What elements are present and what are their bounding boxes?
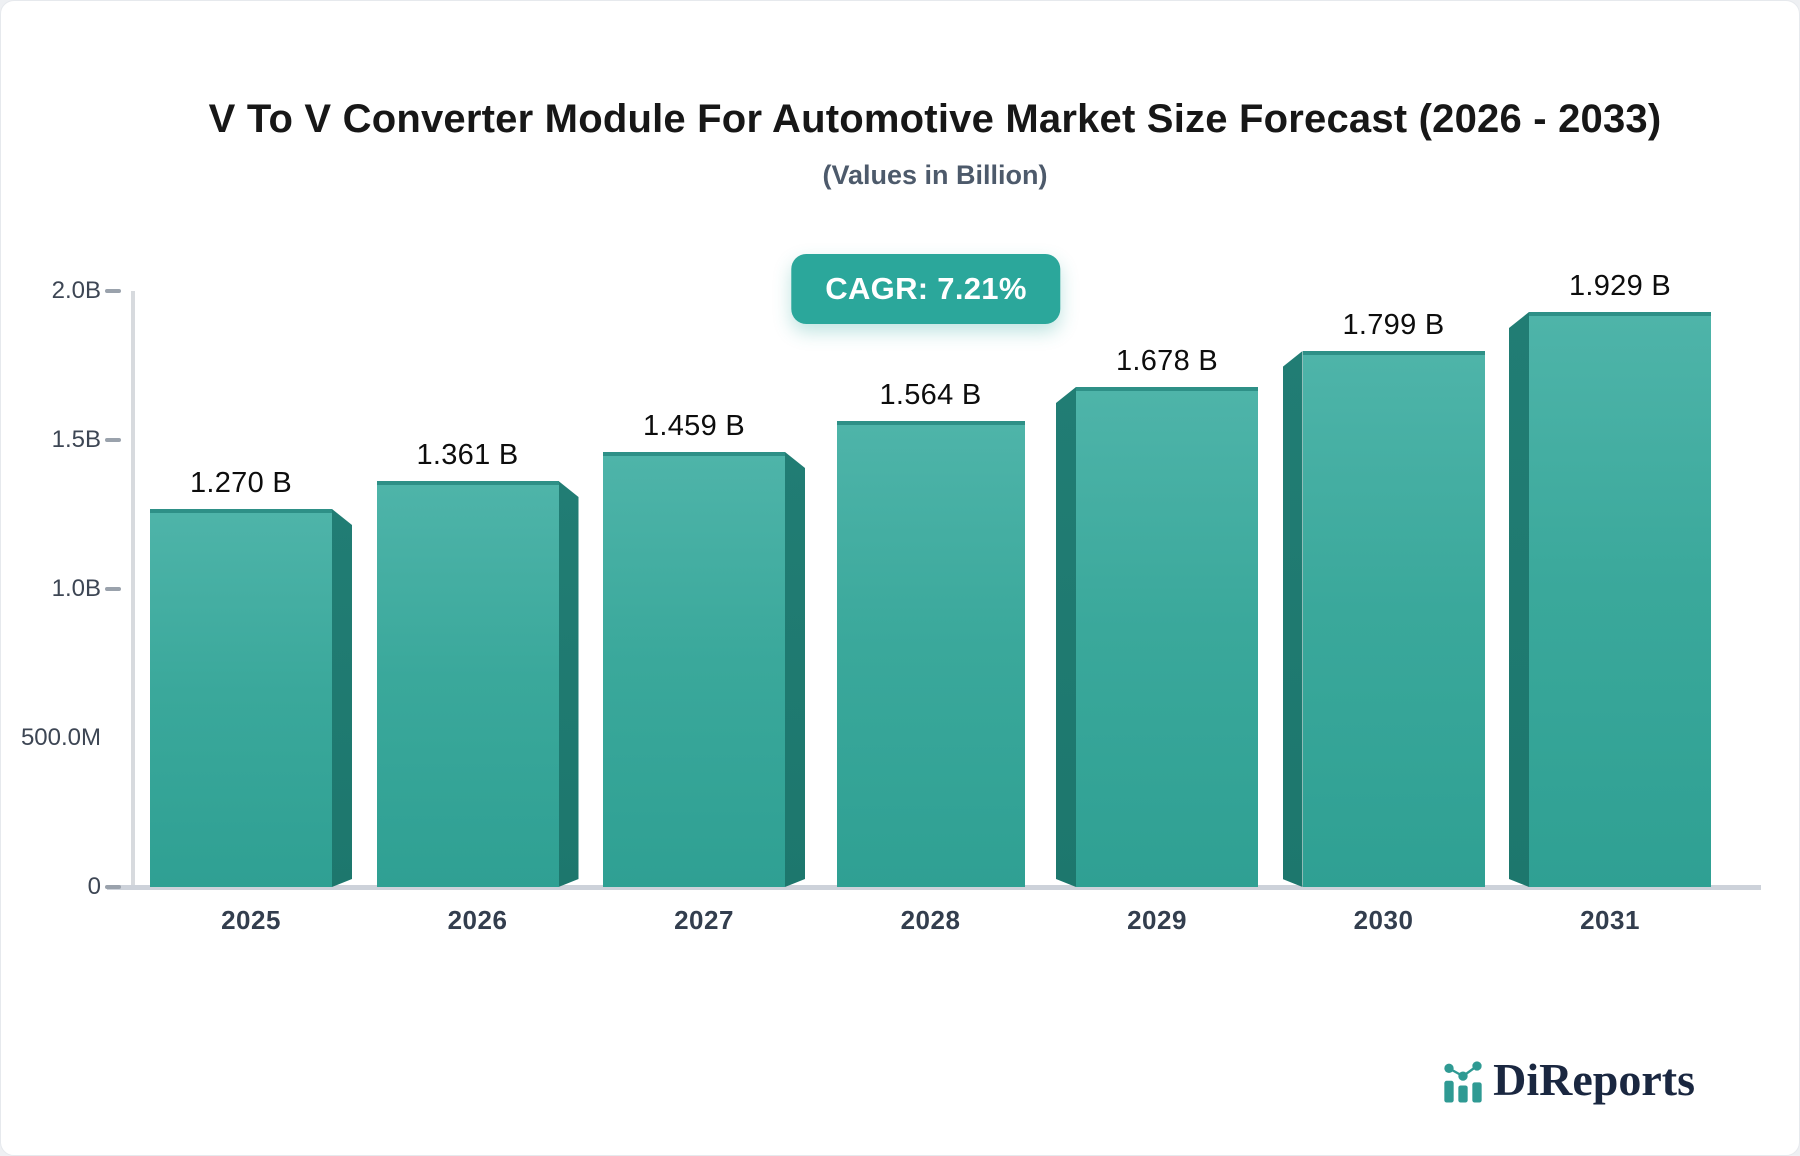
bar-face [1529,312,1711,887]
bar-face [603,452,785,887]
bar-chart-logo-icon [1444,1061,1482,1103]
bar-face [836,421,1025,887]
x-axis-label: 2027 [674,905,734,935]
bar-side [332,509,352,887]
page-title: V To V Converter Module For Automotive M… [208,97,1662,141]
bar-group-2029: 1.678 B 2029 [1056,291,1258,935]
bar-value-label: 1.929 B [1568,270,1672,302]
x-axis-label: 2030 [1353,905,1414,935]
bar-group-2030: 1.799 B 2030 [1283,291,1485,935]
bar-value-label: 1.459 B [642,410,746,442]
bar-side [785,452,805,887]
bar-group-2025: 1.270 B 2025 [150,291,352,935]
cagr-badge-label: CAGR: 7.21% [825,271,1027,306]
bar-value-label: 1.270 B [189,467,293,499]
bar-value-label: 1.564 B [879,379,982,411]
bar-value-label: 1.678 B [1115,345,1219,377]
x-axis-baseline [107,885,1761,890]
y-tick-label: 1.0B [51,575,101,602]
plot-area: 1.270 B 2025 1.361 B 2026 1.459 B 2027 1.564 B… [131,270,1761,935]
bar-value-label: 1.361 B [416,439,519,471]
bar-group-2027: 1.459 B 2027 [603,291,805,935]
x-axis-label: 2031 [1580,905,1640,935]
bar-face [376,481,559,887]
y-tick-dash [105,885,121,889]
y-tick-dash [105,289,121,293]
bar-face [1302,351,1485,887]
y-axis-line [131,291,135,887]
logo-text: DiReports [1493,1054,1695,1105]
title-block: V To V Converter Module For Automotive M… [131,97,1739,191]
y-tick-label: 0 [87,873,101,900]
bar-side [1056,387,1076,887]
page-subtitle: (Values in Billion) [822,160,1048,190]
x-axis-label: 2028 [900,905,961,935]
y-tick-dash [105,587,121,591]
x-axis-label: 2025 [221,905,281,935]
y-tick-label: 500.0M [20,724,101,751]
brand-logo: DiReports [1442,1057,1695,1103]
bar-value-label: 1.799 B [1342,309,1445,341]
bar-face [1076,387,1258,887]
x-axis-label: 2026 [447,905,508,935]
y-tick-label: 2.0B [51,277,101,304]
cagr-badge: CAGR: 7.21% [791,254,1061,324]
y-tick-label: 1.5B [51,426,101,453]
bar-side [559,481,579,887]
bar-side [1509,312,1529,887]
x-axis-label: 2029 [1127,905,1187,935]
bar-group-2031: 1.929 B 2031 [1509,270,1711,935]
bar-group-2028: 1.564 B 2028 [830,291,1032,935]
bar-face [150,509,332,887]
bar-side [1283,351,1303,887]
bar-group-2026: 1.361 B 2026 [376,291,579,935]
y-axis: 2.0B 1.5B 1.0B 500.0M 0 [1,1,131,1155]
y-tick-dash [105,438,121,442]
